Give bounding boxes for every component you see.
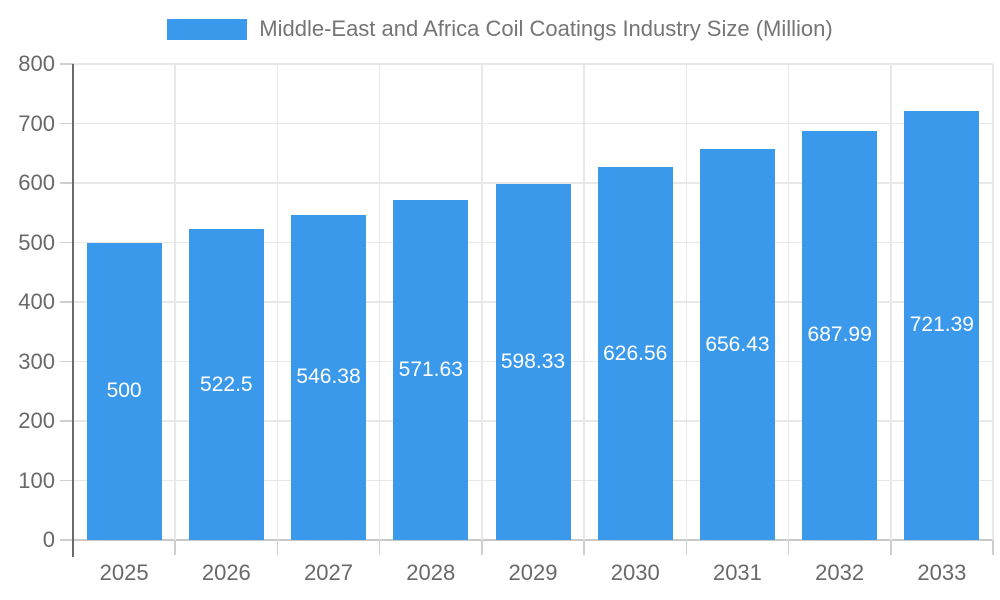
y-tick <box>60 420 73 422</box>
y-tick <box>60 241 73 244</box>
y-tick <box>60 479 73 482</box>
x-tick <box>378 540 381 555</box>
bar[interactable] <box>597 167 673 540</box>
x-tick <box>890 540 892 555</box>
y-gridline <box>73 539 993 541</box>
x-gridline <box>787 64 790 540</box>
y-gridline <box>73 122 993 125</box>
y-tick-label: 300 <box>18 348 55 374</box>
x-tick-label: 2030 <box>610 560 660 585</box>
bar[interactable] <box>393 199 469 540</box>
y-tick-label: 500 <box>18 229 55 255</box>
y-tick-label: 400 <box>18 289 55 314</box>
y-tick-label: 200 <box>18 408 55 433</box>
bar[interactable] <box>802 130 878 540</box>
bar-value-label: 626.56 <box>603 341 668 365</box>
bar-value-label: 598.33 <box>500 349 566 373</box>
x-tick-label: 2027 <box>304 560 354 585</box>
y-axis-line <box>72 64 74 557</box>
x-gridline <box>890 64 892 540</box>
x-tick-label: 2033 <box>917 560 967 585</box>
bar-value-label: 687.99 <box>807 323 872 347</box>
y-tick-label: 100 <box>18 467 55 493</box>
x-tick <box>481 540 483 555</box>
y-tick <box>60 301 73 303</box>
y-tick-label: 800 <box>18 51 55 76</box>
bar[interactable] <box>495 183 571 540</box>
x-gridline <box>481 64 483 540</box>
x-tick <box>276 540 279 555</box>
x-tick-label: 2032 <box>815 560 865 585</box>
x-tick <box>174 540 176 555</box>
bar[interactable] <box>86 242 162 540</box>
y-gridline <box>73 63 993 65</box>
bar-value-label: 656.43 <box>705 332 770 356</box>
bar[interactable] <box>291 214 367 540</box>
x-gridline <box>992 64 994 540</box>
y-tick <box>60 539 73 541</box>
y-tick <box>60 360 73 363</box>
bar-value-label: 721.39 <box>909 313 974 337</box>
x-gridline <box>378 64 381 540</box>
bar-value-label: 500 <box>106 379 142 403</box>
legend-swatch <box>167 18 248 40</box>
legend-label: Middle-East and Africa Coil Coatings Ind… <box>259 16 833 41</box>
bar[interactable] <box>188 229 264 540</box>
y-tick <box>60 182 73 184</box>
x-tick-label: 2028 <box>406 560 456 585</box>
bar[interactable] <box>699 149 775 540</box>
y-tick-label: 700 <box>18 110 55 136</box>
x-tick <box>787 540 790 555</box>
legend[interactable]: Middle-East and Africa Coil Coatings Ind… <box>0 12 1000 46</box>
x-tick <box>992 540 994 555</box>
bar[interactable] <box>904 110 980 540</box>
x-tick-label: 2025 <box>99 560 149 585</box>
x-tick-label: 2029 <box>508 560 558 585</box>
y-gridline <box>73 182 993 184</box>
x-tick-label: 2026 <box>201 560 251 585</box>
bar-value-label: 522.5 <box>200 372 253 396</box>
x-gridline <box>685 64 688 540</box>
bar-value-label: 546.38 <box>296 365 361 389</box>
bar-value-label: 571.63 <box>398 357 463 381</box>
y-tick-label: 0 <box>42 527 55 552</box>
y-tick-label: 600 <box>18 170 55 195</box>
x-gridline <box>276 64 279 540</box>
x-gridline <box>174 64 176 540</box>
x-tick <box>685 540 688 555</box>
x-tick-label: 2031 <box>712 560 762 585</box>
x-tick <box>583 540 585 555</box>
x-gridline <box>583 64 585 540</box>
y-tick <box>60 63 73 65</box>
y-tick <box>60 122 73 125</box>
